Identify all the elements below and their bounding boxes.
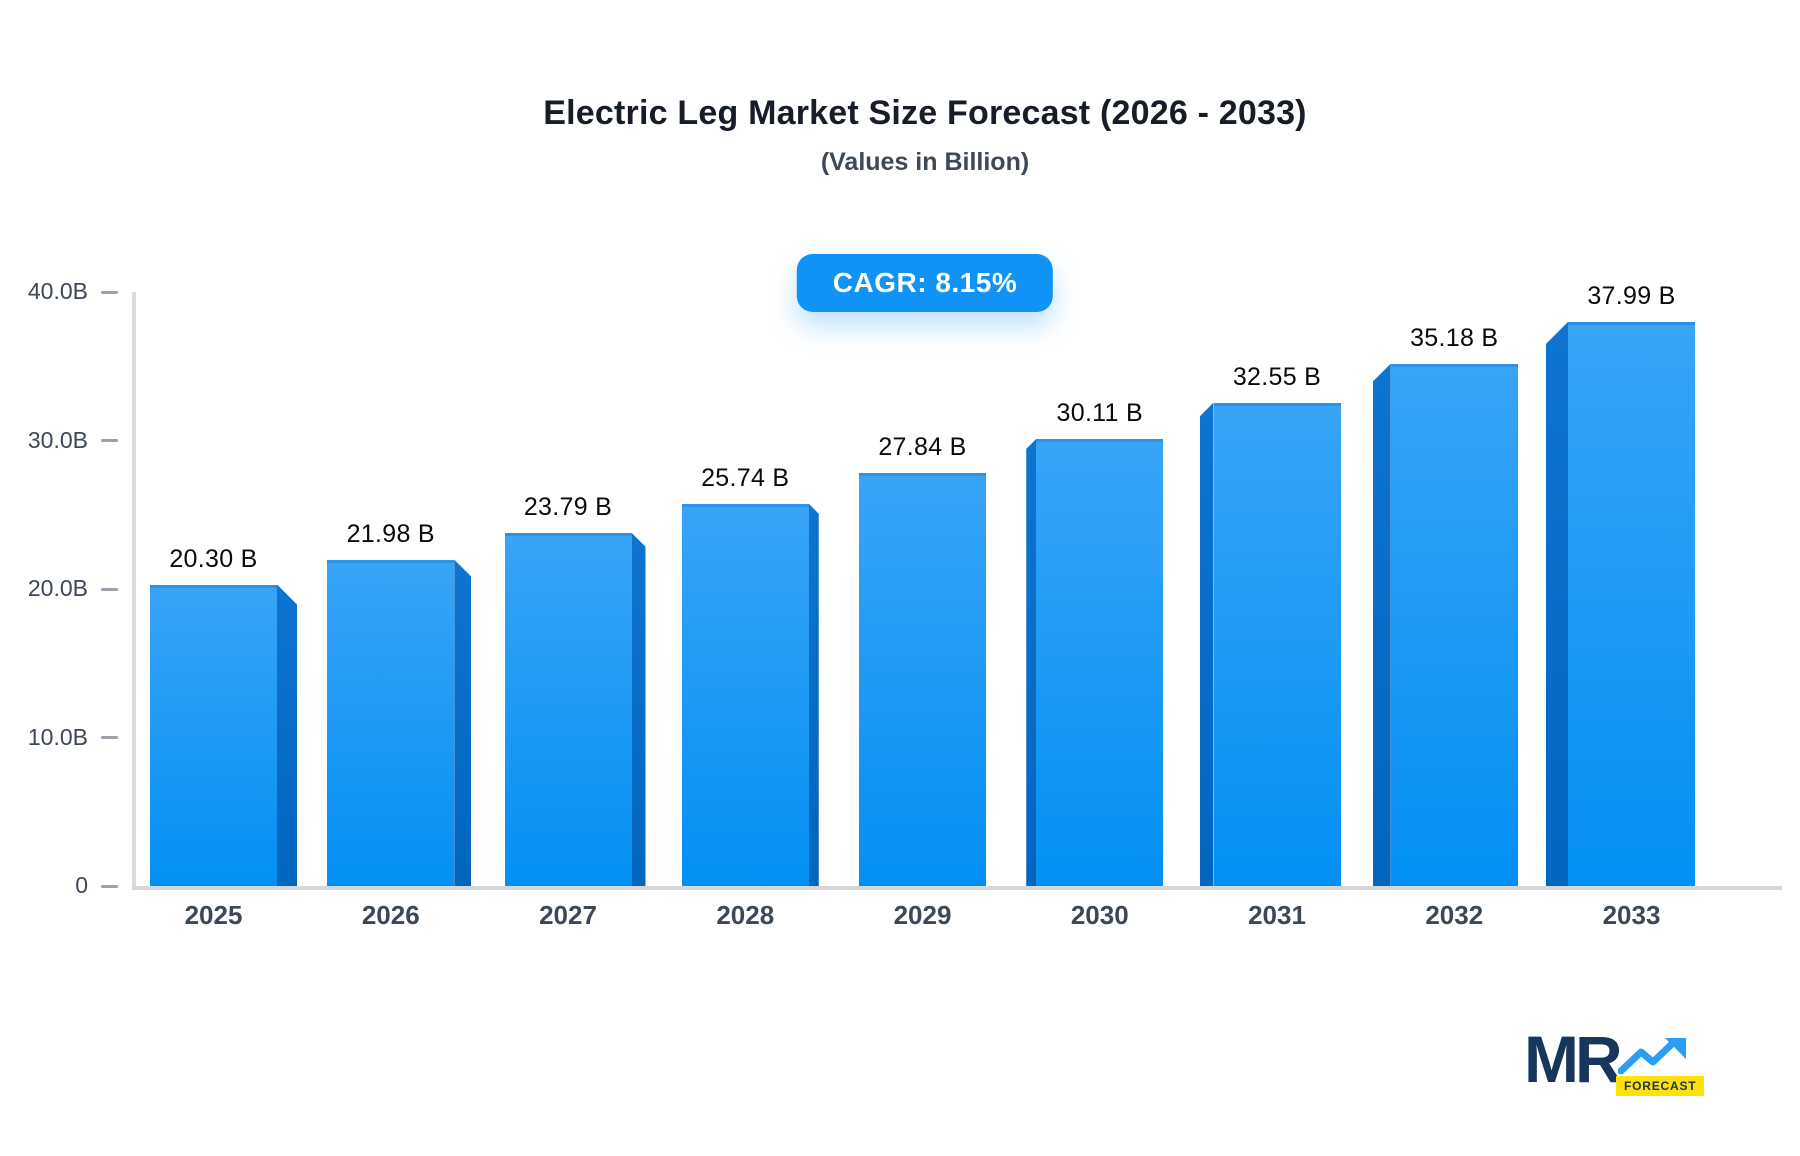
bar-value-label-2029: 27.84 B — [878, 432, 967, 461]
bar-2031 — [1213, 402, 1341, 886]
x-axis-label-2031: 2031 — [1248, 900, 1306, 930]
bar-2029 — [859, 472, 986, 886]
chart-title: Electric Leg Market Size Forecast (2026 … — [543, 94, 1307, 132]
bar-value-label-2027: 23.79 B — [523, 492, 613, 521]
y-axis-tick — [101, 587, 118, 591]
bar-3d-side-2027 — [631, 532, 646, 886]
bar-3d-side-2026 — [454, 559, 472, 886]
x-axis-label-2030: 2030 — [1070, 900, 1129, 930]
brand-logo: MR FORECAST — [1524, 1026, 1705, 1100]
bar-2027 — [504, 532, 632, 886]
x-axis-label-2026: 2026 — [361, 900, 420, 930]
cagr-badge: CAGR: 8.15% — [796, 254, 1054, 312]
y-axis-tick-label: 40.0B — [27, 278, 88, 304]
logo-mr-text: MR — [1524, 1022, 1623, 1096]
bar-2033 — [1568, 321, 1695, 886]
bar-3d-side-2028 — [808, 503, 819, 886]
trend-arrow-icon — [1618, 1038, 1686, 1075]
y-axis-tick — [101, 439, 118, 442]
bar-value-label-2028: 25.74 B — [701, 463, 790, 492]
bar-2032 — [1390, 363, 1518, 886]
chart-subtitle: (Values in Billion) — [820, 148, 1030, 176]
bar-2030 — [1036, 438, 1164, 886]
x-axis-label-2033: 2033 — [1602, 900, 1661, 930]
bar-2026 — [327, 559, 455, 886]
bar-2025 — [150, 584, 277, 886]
y-axis-tick-label: 10.0B — [27, 723, 88, 750]
y-axis-tick — [101, 736, 118, 739]
x-axis-label-2025: 2025 — [184, 900, 243, 930]
bar-3d-side-2033 — [1546, 321, 1568, 886]
bar-value-label-2032: 35.18 B — [1410, 323, 1499, 352]
x-axis-label-2028: 2028 — [716, 900, 775, 930]
bar-value-label-2026: 21.98 B — [346, 519, 435, 548]
bar-3d-side-2030 — [1026, 438, 1037, 886]
bar-value-label-2025: 20.30 B — [169, 544, 258, 573]
bar-value-label-2030: 30.11 B — [1056, 398, 1143, 427]
x-axis-label-2029: 2029 — [893, 900, 952, 930]
bar-value-label-2033: 37.99 B — [1587, 281, 1676, 310]
y-axis-tick-label: 30.0B — [27, 426, 88, 453]
logo-forecast-text: FORECAST — [1616, 1076, 1705, 1096]
y-axis-tick — [101, 884, 118, 888]
y-axis-tick-label: 20.0B — [27, 575, 88, 601]
bar-2028 — [681, 503, 809, 886]
y-axis-line — [132, 292, 136, 890]
x-axis-label-2032: 2032 — [1425, 900, 1484, 930]
bar-3d-side-2025 — [277, 584, 297, 886]
x-axis-label-2027: 2027 — [539, 900, 597, 930]
bar-value-label-2031: 32.55 B — [1232, 362, 1322, 391]
x-axis-line — [132, 886, 1782, 890]
bar-3d-side-2031 — [1199, 402, 1214, 886]
y-axis-tick — [101, 290, 118, 294]
bar-3d-side-2032 — [1372, 363, 1391, 886]
y-axis-tick-label: 0 — [75, 872, 88, 898]
